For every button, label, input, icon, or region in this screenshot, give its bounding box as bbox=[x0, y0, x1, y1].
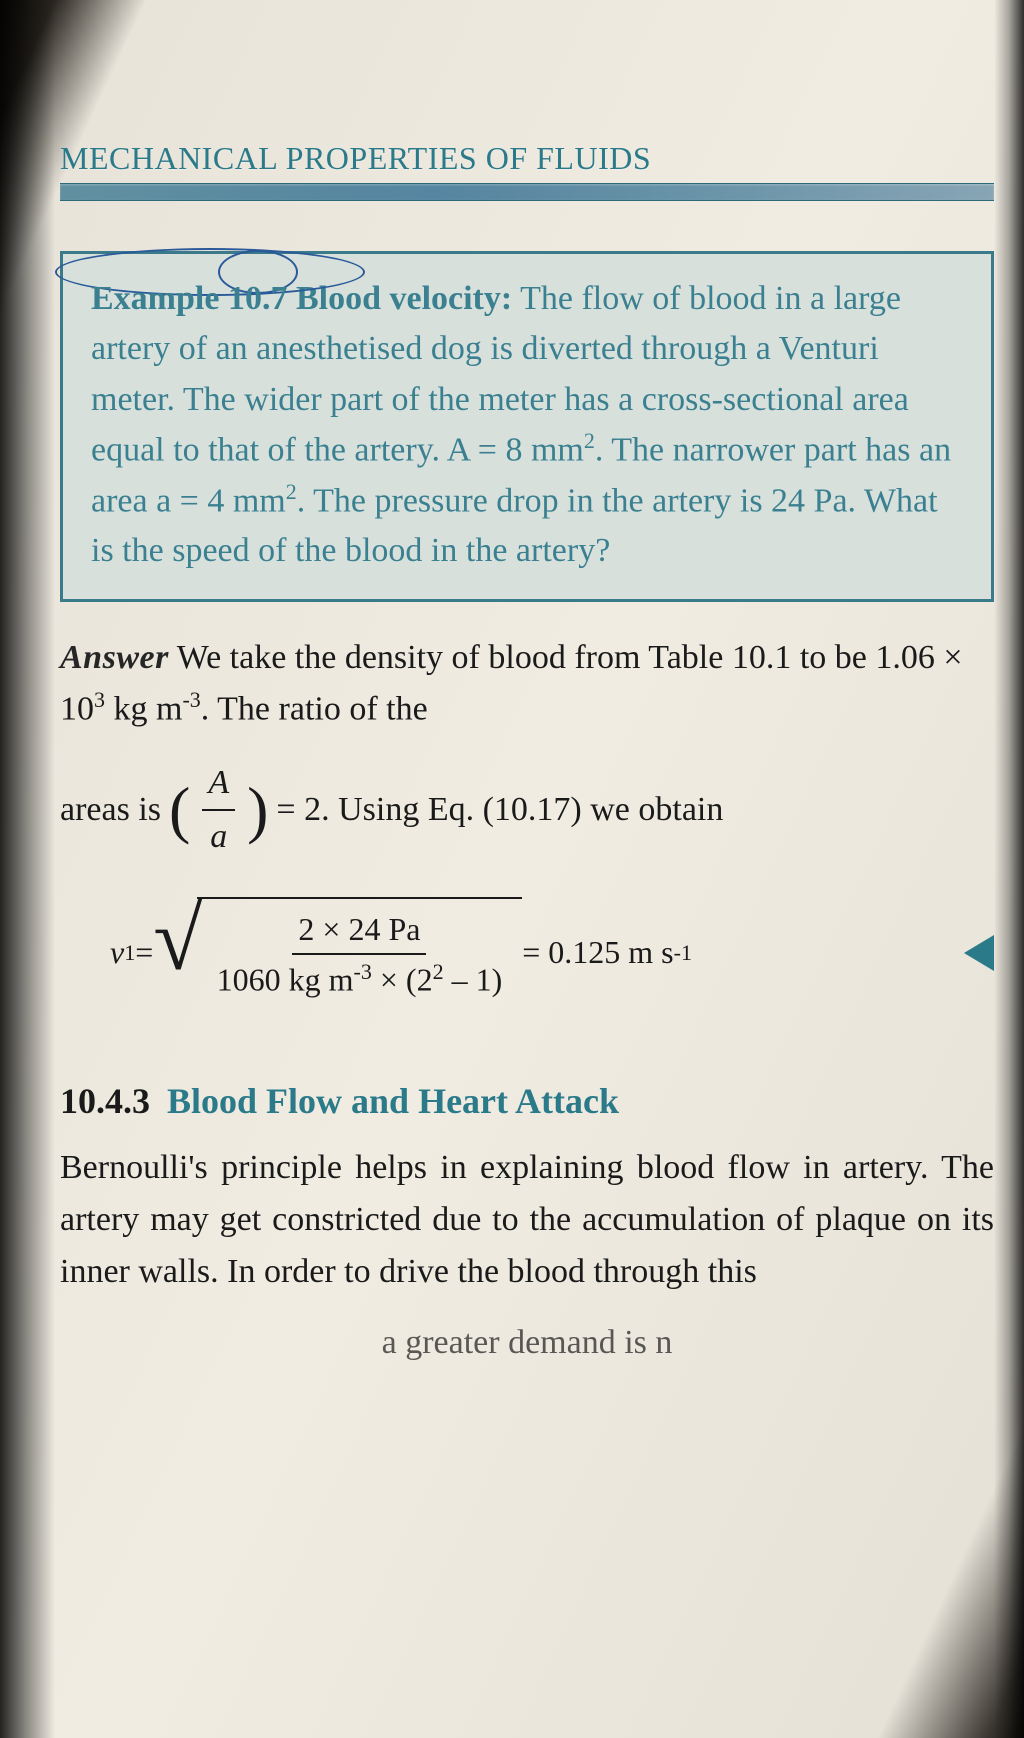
density-exp: 3 bbox=[94, 687, 105, 712]
density-exp2: -3 bbox=[182, 687, 200, 712]
lparen-icon: ( bbox=[169, 781, 190, 839]
ratio-fraction: A a bbox=[202, 757, 235, 862]
example-label: Example bbox=[91, 280, 219, 317]
sup-mm2-a: 2 bbox=[584, 428, 595, 453]
den-1: 1060 kg m bbox=[217, 962, 354, 998]
chapter-header: MECHANICAL PROPERTIES OF FLUIDS bbox=[60, 140, 994, 177]
section-heading: 10.4.3 Blood Flow and Heart Attack bbox=[60, 1080, 994, 1122]
sqrt-fraction: 2 × 24 Pa 1060 kg m-3 × (22 – 1) bbox=[211, 905, 509, 1005]
eq-result-exp: -1 bbox=[674, 936, 692, 969]
rparen-icon: ) bbox=[247, 781, 268, 839]
eq-result: = 0.125 m s bbox=[522, 928, 673, 977]
den-exp1: -3 bbox=[354, 959, 372, 984]
sqrt: √ 2 × 24 Pa 1060 kg m-3 × (22 – 1) bbox=[153, 897, 522, 1009]
den-exp2: 2 bbox=[433, 959, 444, 984]
example-text: Example 10.7 Blood velocity: The flow of… bbox=[91, 274, 963, 577]
section-title-text: Blood Flow and Heart Attack bbox=[167, 1081, 619, 1121]
sup-mm2-b: 2 bbox=[286, 479, 297, 504]
den-3: – 1) bbox=[444, 962, 503, 998]
answer-para-1: Answer We take the density of blood from… bbox=[60, 632, 994, 736]
section-number: 10.4.3 bbox=[60, 1081, 150, 1121]
answer-text-1: We take the density of blood from Table … bbox=[60, 639, 963, 728]
answer-text-2: . The ratio of the bbox=[201, 691, 428, 728]
page-shadow-left bbox=[0, 0, 55, 1738]
eq-var: v bbox=[110, 928, 124, 977]
sqrt-den: 1060 kg m-3 × (22 – 1) bbox=[211, 955, 509, 1004]
page-content: MECHANICAL PROPERTIES OF FLUIDS Example … bbox=[60, 140, 994, 1369]
velocity-equation: v1 = √ 2 × 24 Pa 1060 kg m-3 × (22 – 1) … bbox=[60, 897, 994, 1009]
sqrt-body: 2 × 24 Pa 1060 kg m-3 × (22 – 1) bbox=[197, 897, 523, 1009]
example-box: Example 10.7 Blood velocity: The flow of… bbox=[60, 251, 994, 602]
triangle-marker-icon bbox=[964, 935, 994, 971]
answer-label: Answer bbox=[60, 639, 169, 676]
den-2: × (2 bbox=[372, 962, 433, 998]
sqrt-num: 2 × 24 Pa bbox=[292, 905, 426, 956]
page-shadow-right bbox=[994, 0, 1024, 1738]
density-unit: kg m bbox=[105, 691, 182, 728]
example-number: 10.7 bbox=[228, 280, 288, 317]
equals-1: = bbox=[135, 928, 153, 977]
cutoff-text: a greater demand is n bbox=[60, 1317, 994, 1369]
header-underline-bar bbox=[60, 183, 994, 201]
eq-sub: 1 bbox=[124, 936, 135, 969]
answer-block: Answer We take the density of blood from… bbox=[60, 632, 994, 1009]
example-title: Blood velocity: bbox=[296, 280, 512, 317]
frac-den: a bbox=[204, 811, 233, 863]
ratio-prefix: areas is bbox=[60, 784, 161, 836]
ratio-line: areas is ( A a ) = 2. Using Eq. (10.17) … bbox=[60, 757, 994, 862]
ratio-eq: = 2. Using Eq. (10.17) we obtain bbox=[276, 784, 723, 836]
frac-num: A bbox=[202, 757, 235, 811]
sqrt-icon: √ bbox=[153, 899, 202, 1011]
section-body: Bernoulli's principle helps in explainin… bbox=[60, 1142, 994, 1297]
